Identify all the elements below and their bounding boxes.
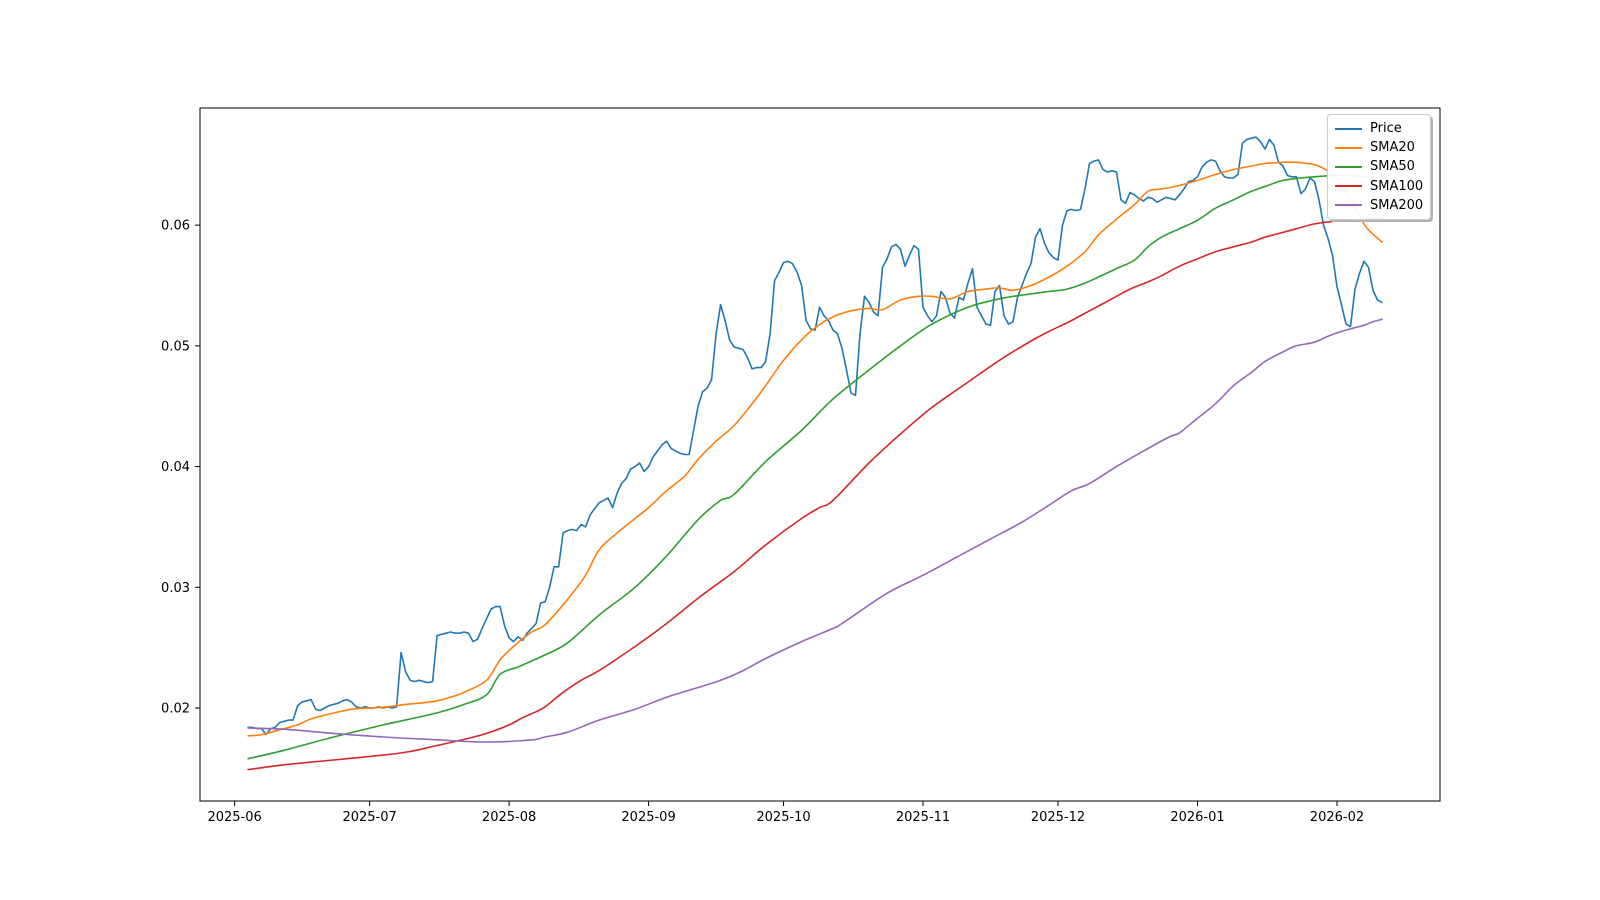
axes-spines xyxy=(199,107,1441,802)
legend-label: SMA20 xyxy=(1370,140,1415,156)
series-line-price xyxy=(247,136,1383,736)
legend-item-sma200: SMA200 xyxy=(1335,196,1423,215)
sma50-line-swatch xyxy=(1335,165,1362,168)
x-tick-label: 2025-07 xyxy=(342,810,396,825)
series-line-sma50 xyxy=(247,174,1383,760)
x-tick-label: 2025-10 xyxy=(756,810,810,825)
x-tick-label: 2025-09 xyxy=(621,810,675,825)
y-tick-label: 0.03 xyxy=(161,581,190,596)
plot-series xyxy=(247,136,1383,771)
legend-label: SMA50 xyxy=(1370,159,1415,175)
x-tick-label: 2025-08 xyxy=(482,810,536,825)
y-tick-label: 0.05 xyxy=(161,339,190,354)
sma100-line-swatch xyxy=(1335,185,1362,188)
sma200-line-swatch xyxy=(1335,204,1362,207)
sma20-line-swatch xyxy=(1335,146,1362,149)
legend-item-sma50: SMA50 xyxy=(1335,157,1423,176)
x-tick-label: 2025-12 xyxy=(1031,810,1085,825)
legend-label: SMA200 xyxy=(1370,197,1424,213)
series-line-sma100 xyxy=(247,217,1383,771)
legend-item-price: Price xyxy=(1335,119,1423,138)
y-axis: 0.02 0.03 0.04 0.05 0.06 xyxy=(161,219,200,717)
x-axis: 2025-06 2025-07 2025-08 2025-09 2025-10 2025-… xyxy=(207,801,1364,825)
price-line-swatch xyxy=(1335,127,1362,130)
legend-item-sma20: SMA20 xyxy=(1335,138,1423,157)
legend-label: Price xyxy=(1370,121,1402,137)
series-line-sma20 xyxy=(247,161,1383,737)
legend-item-sma100: SMA100 xyxy=(1335,177,1423,196)
x-tick-label: 2026-01 xyxy=(1170,810,1224,825)
y-tick-label: 0.02 xyxy=(161,702,190,717)
legend-label: SMA100 xyxy=(1370,178,1424,194)
x-tick-label: 2025-06 xyxy=(207,810,261,825)
x-tick-label: 2025-11 xyxy=(896,810,950,825)
x-tick-label: 2026-02 xyxy=(1310,810,1364,825)
y-tick-label: 0.06 xyxy=(161,219,190,234)
legend[interactable]: Price SMA20 SMA50 SMA100 SMA200 xyxy=(1327,114,1431,220)
y-tick-label: 0.04 xyxy=(161,460,190,475)
series-line-sma200 xyxy=(247,318,1383,743)
